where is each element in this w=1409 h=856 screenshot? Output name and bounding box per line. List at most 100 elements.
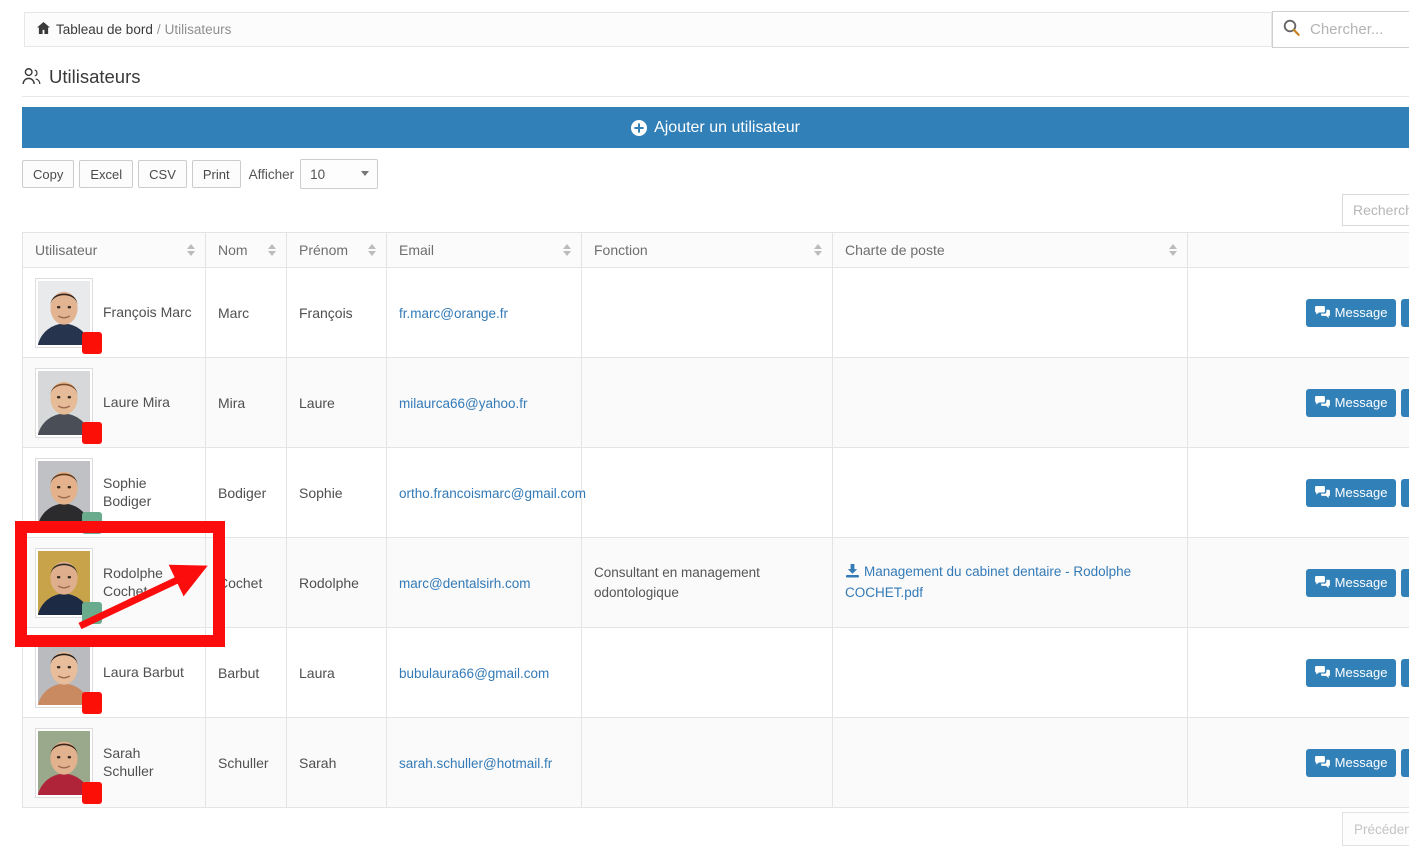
top-bar: Tableau de bord / Utilisateurs [0,0,1409,48]
message-button[interactable]: Message [1305,658,1397,687]
email-link[interactable]: ortho.francoismarc@gmail.com [399,485,587,501]
cell-fonction: Consultant en management odontologique [581,537,833,628]
column-label: Nom [218,242,248,258]
cell-email: fr.marc@orange.fr [386,267,582,358]
user-name: Rodolphe Cochet [103,565,163,599]
email-link[interactable]: marc@dentalsirh.com [399,575,531,591]
column-header-nom[interactable]: Nom [205,232,287,268]
pagination: Précédent [1342,812,1409,846]
email-link[interactable]: bubulaura66@gmail.com [399,665,550,681]
page-length-select[interactable]: 102550100 [300,159,379,189]
cell-actions: Message Assigner [1187,627,1409,718]
page-title: Utilisateurs [22,60,1409,93]
sort-icon [368,244,376,256]
cell-nom: Mira [205,357,287,448]
cell-utilisateur: Sophie Bodiger [22,447,206,538]
global-search-box[interactable] [1272,11,1409,48]
charte-file-link[interactable]: Management du cabinet dentaire - Rodolph… [845,564,1132,600]
message-button[interactable]: Message [1305,568,1397,597]
cell-fonction [581,267,833,358]
cell-charte-de-poste [832,717,1188,808]
email-link[interactable]: sarah.schuller@hotmail.fr [399,755,553,771]
cell-actions: Message Assigner [1187,447,1409,538]
column-header-prenom[interactable]: Prénom [286,232,387,268]
cell-prenom: Sarah [286,717,387,808]
column-label: Email [399,242,435,258]
assigner-button[interactable]: Assigner [1401,658,1409,687]
avatar-image [35,277,93,348]
row-actions: Message Assigner [1200,478,1409,507]
cell-actions: Message Assigner [1187,357,1409,448]
cell-fonction [581,627,833,718]
fonction-text: Consultant en management odontologique [594,564,760,600]
avatar [35,457,102,534]
cell-utilisateur: Sarah Schuller [22,717,206,808]
global-search-input[interactable] [1308,20,1409,39]
cell-email: milaurca66@yahoo.fr [386,357,582,448]
cell-prenom: Sophie [286,447,387,538]
cell-utilisateur: François Marc [22,267,206,358]
assigner-button[interactable]: Assigner [1401,478,1409,507]
sort-icon [814,244,822,256]
cell-email: ortho.francoismarc@gmail.com [386,447,586,538]
table-row: François Marc Marc François fr.marc@orange.… [22,267,1409,358]
column-header-charte[interactable]: Charte de poste [832,232,1188,268]
breadcrumb-dashboard[interactable]: Tableau de bord [56,22,153,37]
avatar-image [35,637,93,708]
row-actions: Message Assigner [1200,658,1409,687]
row-actions: Message Assigner [1200,568,1409,597]
table-search-input[interactable] [1342,194,1409,226]
avatar [35,367,102,444]
breadcrumb: Tableau de bord / Utilisateurs [24,12,1272,47]
user-name: Sophie Bodiger [103,475,152,509]
search-icon [1283,19,1308,41]
message-button[interactable]: Message [1305,298,1397,327]
message-button[interactable]: Message [1305,388,1397,417]
button-label: Message [1334,485,1388,500]
cell-charte-de-poste [832,627,1188,718]
cell-prenom: Laura [286,627,387,718]
column-header-utilisateur[interactable]: Utilisateur [22,232,206,268]
csv-button[interactable]: CSV [138,160,187,188]
column-header-fonction[interactable]: Fonction [581,232,833,268]
email-link[interactable]: fr.marc@orange.fr [399,305,508,321]
assigner-button[interactable]: Assigner [1401,388,1409,417]
cell-nom: Bodiger [205,447,287,538]
assigner-button[interactable]: Assigner [1401,748,1409,777]
table-body: François Marc Marc François fr.marc@orange.… [22,267,1409,808]
avatar [35,277,102,354]
email-link[interactable]: milaurca66@yahoo.fr [399,395,528,411]
breadcrumb-users: Utilisateurs [164,22,232,37]
column-label: Utilisateur [35,242,98,258]
cell-prenom: François [286,267,387,358]
add-user-label: Ajouter un utilisateur [654,118,800,136]
copy-button[interactable]: Copy [22,160,75,188]
status-badge [82,421,102,444]
row-actions: Message Assigner [1200,298,1409,327]
column-label: Prénom [299,242,349,258]
column-header-email[interactable]: Email [386,232,582,268]
user-name: Laure Mira [103,393,170,410]
page-length-select-wrap[interactable]: 102550100 [300,159,379,189]
status-badge [82,331,102,354]
cell-nom: Barbut [205,627,287,718]
cell-utilisateur: Laure Mira [22,357,206,448]
row-actions: Message Assigner [1200,388,1409,417]
button-label: Message [1334,305,1388,320]
assigner-button[interactable]: Assigner [1401,568,1409,597]
pagination-previous-button[interactable]: Précédent [1342,812,1409,846]
users-icon [22,68,41,85]
status-badge [82,691,102,714]
home-icon [37,22,50,37]
add-user-button[interactable]: Ajouter un utilisateur [22,107,1409,148]
table-row: Laura Barbut Barbut Laura bubulaura66@gmail… [22,627,1409,718]
print-button[interactable]: Print [191,160,241,188]
cell-actions: Message Assigner [1187,717,1409,808]
assigner-button[interactable]: Assigner [1401,298,1409,327]
page-title-text: Utilisateurs [49,65,141,87]
message-button[interactable]: Message [1305,748,1397,777]
cell-nom: Schuller [205,717,287,808]
excel-button[interactable]: Excel [79,160,134,188]
cell-utilisateur: Rodolphe Cochet [22,537,206,628]
message-button[interactable]: Message [1305,478,1397,507]
